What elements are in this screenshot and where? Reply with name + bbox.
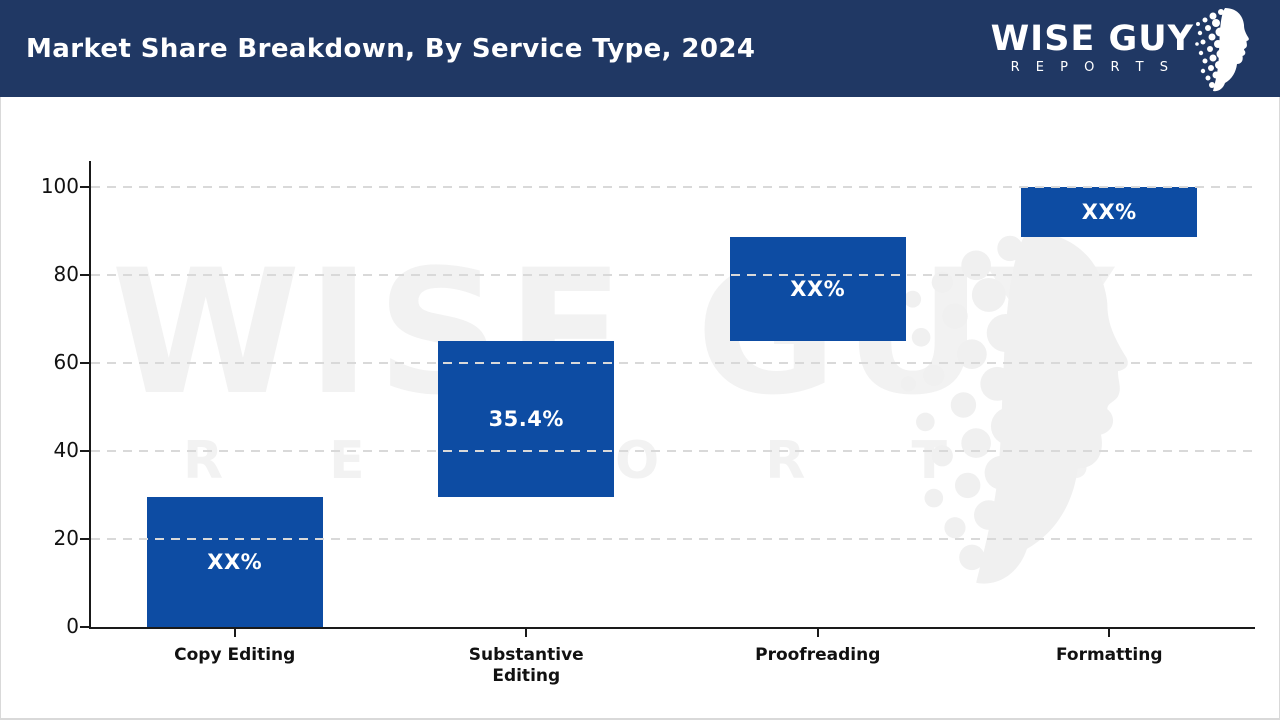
bar-value-label-proofreading: XX% bbox=[790, 277, 846, 302]
y-axis-line bbox=[89, 161, 91, 629]
xtick-mark-formatting bbox=[1108, 629, 1111, 637]
wiseguy-brand-name: WISE GUY bbox=[990, 19, 1194, 59]
xtick-mark-substantive-editing bbox=[525, 629, 528, 637]
chart-panel: WISE GUY R E P O R T S 0 20 40 60 80 100 XX% Co… bbox=[0, 97, 1280, 720]
ytick-label-100: 100 bbox=[40, 174, 79, 198]
bar-value-label-formatting: XX% bbox=[1081, 200, 1137, 225]
watermark-head-icon bbox=[900, 231, 1128, 584]
page-title: Market Share Breakdown, By Service Type,… bbox=[26, 33, 756, 64]
wiseguy-logo: WISE GUY R E P O R T S bbox=[991, 6, 1254, 92]
ytick-mark-0 bbox=[80, 626, 89, 628]
ytick-label-60: 60 bbox=[53, 350, 79, 374]
bar-value-label-copy-editing: XX% bbox=[207, 550, 263, 575]
ytick-mark-20 bbox=[80, 538, 89, 540]
wiseguy-brand-subtitle: R E P O R T S bbox=[1010, 60, 1174, 75]
category-label-copy-editing: Copy Editing bbox=[174, 645, 296, 665]
ytick-label-40: 40 bbox=[53, 438, 79, 462]
xtick-mark-copy-editing bbox=[233, 629, 236, 637]
gridline-40 bbox=[91, 450, 1255, 452]
category-label-proofreading: Proofreading bbox=[755, 645, 881, 665]
ytick-mark-100 bbox=[80, 186, 89, 188]
bar-substantive-editing: 35.4% bbox=[438, 341, 615, 498]
ytick-mark-60 bbox=[80, 362, 89, 364]
header-bar: Market Share Breakdown, By Service Type,… bbox=[0, 0, 1280, 97]
ytick-label-20: 20 bbox=[53, 526, 79, 550]
xtick-mark-proofreading bbox=[816, 629, 819, 637]
gridline-60 bbox=[91, 362, 1255, 364]
bar-proofreading: XX% bbox=[729, 237, 906, 342]
gridline-20 bbox=[91, 538, 1255, 540]
wiseguy-logo-text: WISE GUY R E P O R T S bbox=[990, 19, 1194, 76]
category-label-substantive-editing: Substantive Editing bbox=[468, 645, 584, 687]
ytick-mark-80 bbox=[80, 274, 89, 276]
gridline-80 bbox=[91, 274, 1255, 276]
wiseguy-head-icon bbox=[1195, 7, 1249, 91]
x-axis-line bbox=[89, 627, 1255, 629]
bar-value-label-substantive-editing: 35.4% bbox=[488, 407, 564, 432]
ytick-label-80: 80 bbox=[53, 262, 79, 286]
category-label-formatting: Formatting bbox=[1055, 645, 1163, 665]
ytick-label-0: 0 bbox=[66, 614, 79, 638]
ytick-mark-40 bbox=[80, 450, 89, 452]
bar-formatting: XX% bbox=[1021, 187, 1198, 238]
gridline-100 bbox=[91, 186, 1255, 188]
bar-copy-editing: XX% bbox=[146, 497, 323, 627]
